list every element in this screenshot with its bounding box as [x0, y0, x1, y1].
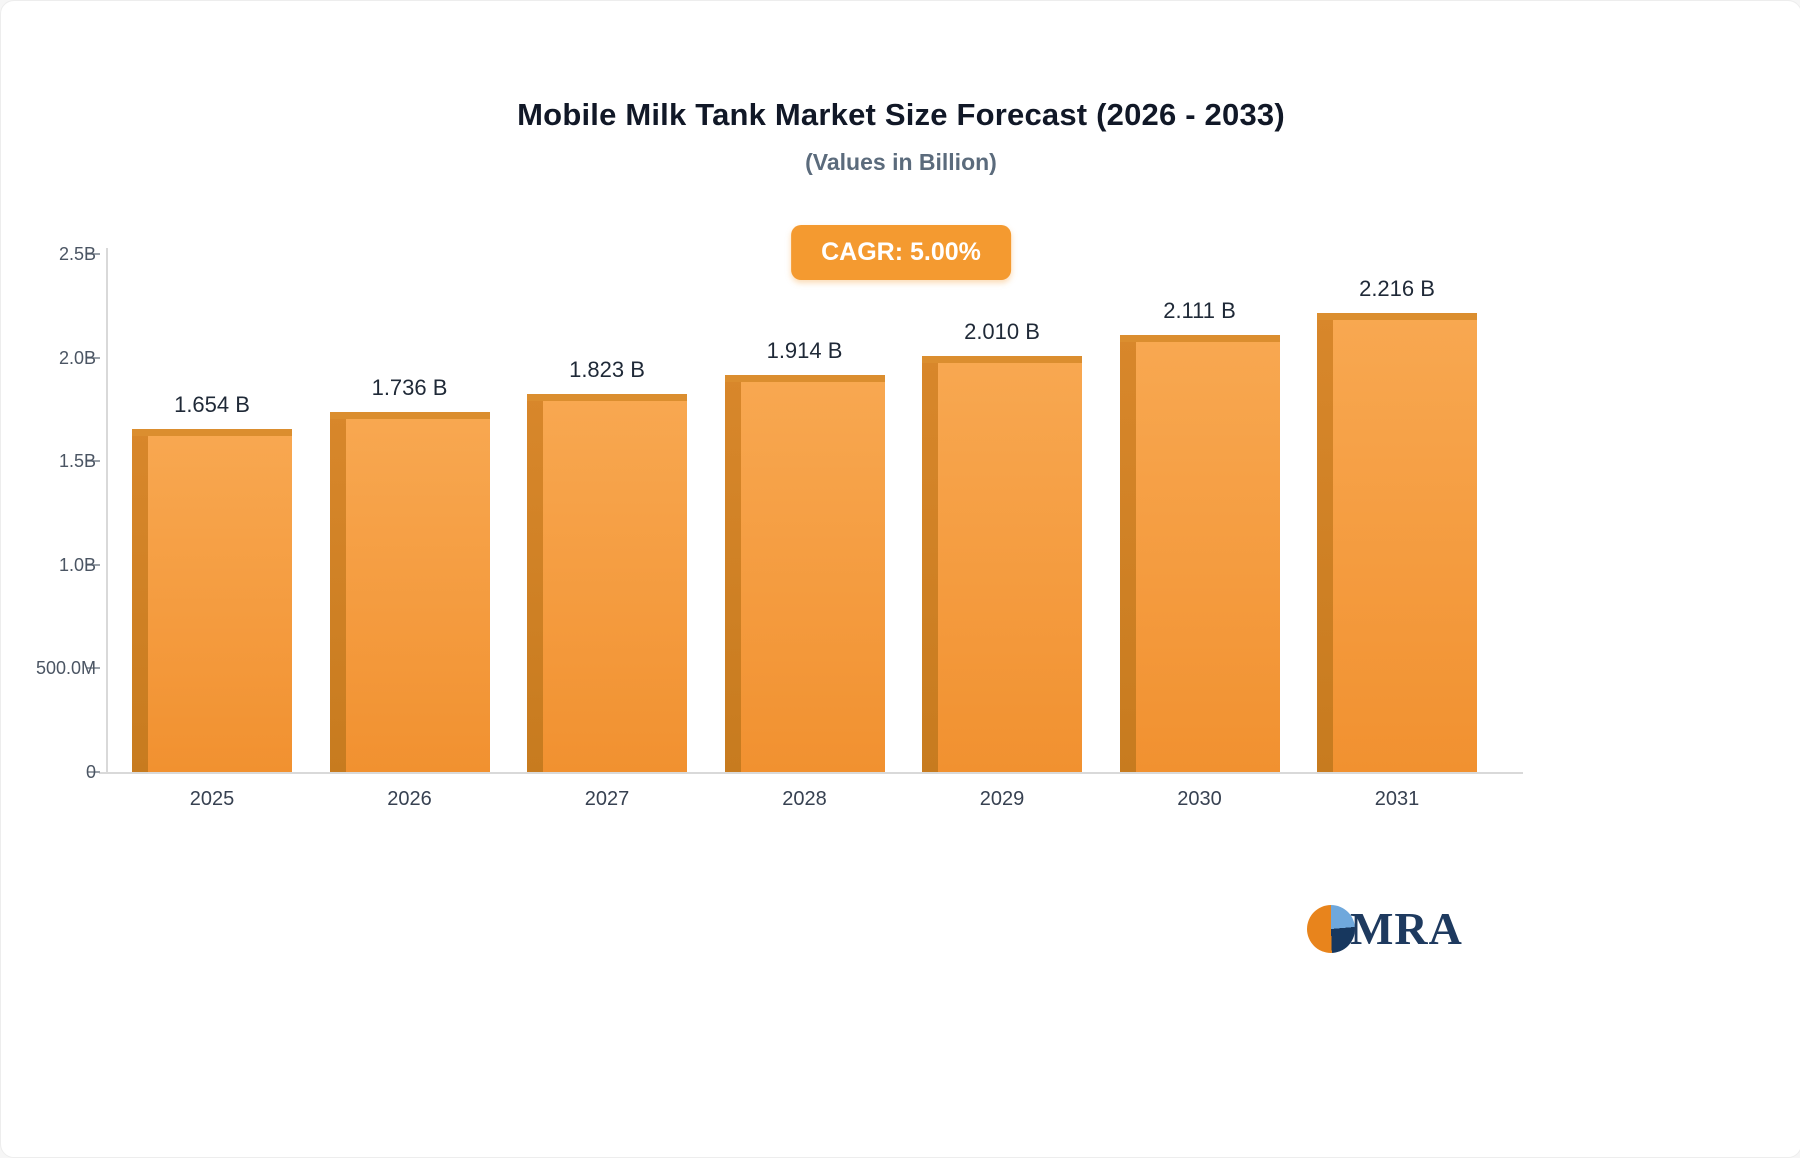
chart-subtitle: (Values in Billion): [805, 149, 997, 175]
plot-area: 2.5B 2.0B 1.5B 1.0B 500.0M 0 1.654 B 2025 1.736 …: [36, 244, 1523, 810]
logo-text: MRA: [1350, 903, 1463, 954]
y-tick-label: 2.0B: [58, 347, 96, 368]
logo: MRA: [1307, 902, 1463, 955]
bar-2026: [329, 412, 490, 772]
bar-value-label: 2.111 B: [1163, 297, 1236, 323]
chart-title: Mobile Milk Tank Market Size Forecast (2…: [517, 97, 1285, 132]
bar-value-label: 2.216 B: [1359, 275, 1435, 301]
x-axis-label: 2026: [387, 788, 432, 810]
bar-value-label: 1.823 B: [569, 357, 645, 383]
y-axis-line: [106, 248, 108, 774]
x-axis-line: [99, 772, 1523, 774]
y-tick-dash: [87, 356, 100, 359]
bar-2025: [132, 429, 292, 772]
y-tick-label: 1.0B: [58, 554, 96, 575]
bar-value-label: 1.654 B: [174, 392, 250, 418]
y-tick-dash: [87, 667, 100, 670]
cagr-badge: CAGR: 5.00%: [791, 225, 1011, 280]
y-tick-label: 1.5B: [58, 451, 96, 472]
bar-2031: [1317, 312, 1477, 773]
bar-value-label: 1.914 B: [766, 338, 843, 364]
x-axis-label: 2030: [1177, 788, 1222, 810]
bar-2029: [922, 355, 1082, 773]
y-tick-dash: [87, 253, 100, 255]
bar-2027: [527, 394, 687, 772]
logo-pie-icon: [1307, 904, 1355, 953]
bar-2028: [724, 375, 885, 772]
x-axis-label: 2028: [782, 788, 827, 810]
y-tick-dash: [87, 460, 100, 463]
bar-value-label: 2.010 B: [964, 318, 1040, 344]
y-tick-dash: [87, 771, 100, 773]
x-axis-label: 2027: [584, 788, 630, 810]
y-tick-label: 2.5B: [58, 244, 96, 264]
bar-value-label: 1.736 B: [371, 375, 448, 401]
x-axis-label: 2031: [1374, 788, 1420, 810]
y-tick-label: 500.0M: [35, 658, 96, 679]
y-tick-label: 0: [85, 762, 96, 782]
x-axis-label: 2029: [979, 788, 1025, 810]
y-tick-dash: [87, 563, 100, 566]
x-axis-label: 2025: [189, 788, 235, 810]
bar-2030: [1119, 334, 1280, 773]
